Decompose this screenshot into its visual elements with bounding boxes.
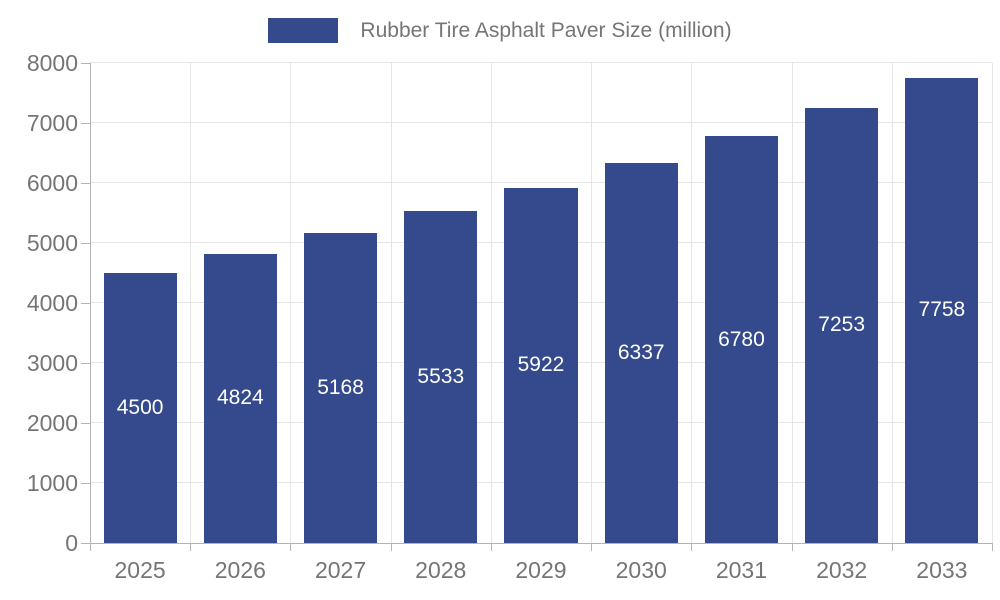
y-tick-label: 5000 — [26, 229, 78, 256]
y-tick-label: 4000 — [26, 289, 78, 316]
bar: 5533 — [404, 211, 478, 543]
y-axis-tick — [81, 543, 90, 544]
x-axis-tick — [390, 543, 392, 551]
x-tick-label: 2026 — [214, 557, 266, 583]
gridline-v — [390, 63, 392, 543]
gridline-v — [791, 63, 793, 543]
bar: 7253 — [805, 107, 879, 543]
y-axis-tick — [81, 303, 90, 304]
bar-value-label: 6780 — [718, 327, 765, 351]
x-axis-tick — [591, 543, 593, 551]
x-tick-label: 2033 — [916, 557, 968, 583]
bar-value-label: 7253 — [818, 313, 866, 337]
y-axis-tick — [81, 423, 90, 424]
bar-value-label: 4824 — [216, 386, 264, 410]
y-tick-label: 0 — [65, 529, 78, 556]
legend-swatch — [268, 18, 339, 43]
bar: 4824 — [203, 253, 277, 543]
plot-area: 4500 4824 5168 5533 5922 6337 6780 7253 7758 — [90, 62, 993, 543]
y-tick-label: 3000 — [26, 349, 78, 376]
x-tick-label: 2029 — [515, 557, 567, 583]
bar: 7758 — [905, 77, 979, 543]
bar-value-label: 7758 — [918, 298, 966, 322]
x-axis-tick — [90, 543, 91, 551]
gridline-v — [691, 63, 693, 543]
bar: 6337 — [604, 162, 678, 543]
x-tick-label: 2031 — [715, 557, 768, 583]
bar: 5922 — [504, 187, 578, 543]
x-axis-tick — [190, 543, 192, 551]
bar: 5168 — [303, 232, 378, 543]
legend-item[interactable]: Rubber Tire Asphalt Paver Size (million) — [0, 18, 1000, 43]
bar-value-label: 5168 — [317, 375, 364, 399]
bar-value-label: 6337 — [617, 340, 665, 364]
x-axis-tick — [691, 543, 693, 551]
gridline-h — [90, 182, 992, 183]
y-tick-label: 6000 — [26, 169, 78, 196]
y-tick-label: 7000 — [26, 109, 78, 136]
bar-value-label: 5922 — [517, 353, 565, 377]
x-tick-label: 2025 — [114, 557, 166, 583]
y-axis-line — [90, 63, 91, 551]
y-tick-label: 1000 — [26, 469, 78, 496]
x-axis-tick — [290, 543, 292, 551]
y-tick-label: 8000 — [26, 49, 78, 76]
gridline-v — [891, 63, 893, 543]
bar: 6780 — [704, 136, 779, 543]
x-axis-tick — [891, 543, 893, 551]
gridline-h — [90, 122, 992, 123]
x-axis-tick — [490, 543, 492, 551]
y-axis-tick — [81, 243, 90, 244]
y-axis-tick — [81, 483, 90, 484]
y-axis-tick — [81, 183, 90, 184]
y-axis-tick — [81, 63, 90, 64]
x-axis-tick — [992, 543, 993, 551]
gridline-v — [992, 63, 993, 543]
gridline-v — [190, 63, 192, 543]
x-tick-label: 2030 — [615, 557, 667, 583]
bar: 4500 — [103, 273, 177, 543]
gridline-h — [90, 62, 992, 63]
legend-label: Rubber Tire Asphalt Paver Size (million) — [360, 18, 732, 42]
x-axis-line — [90, 543, 992, 544]
bar-value-label: 4500 — [116, 396, 164, 419]
bar-value-label: 5533 — [417, 365, 465, 389]
gridline-v — [490, 63, 492, 543]
gridline-v — [290, 63, 292, 543]
x-tick-label: 2028 — [415, 557, 467, 583]
y-axis-tick — [81, 363, 90, 364]
x-tick-label: 2032 — [816, 557, 868, 583]
y-tick-label: 2000 — [26, 409, 78, 436]
x-tick-label: 2027 — [314, 557, 367, 583]
x-axis-tick — [791, 543, 793, 551]
gridline-v — [591, 63, 593, 543]
y-axis-tick — [81, 123, 90, 124]
